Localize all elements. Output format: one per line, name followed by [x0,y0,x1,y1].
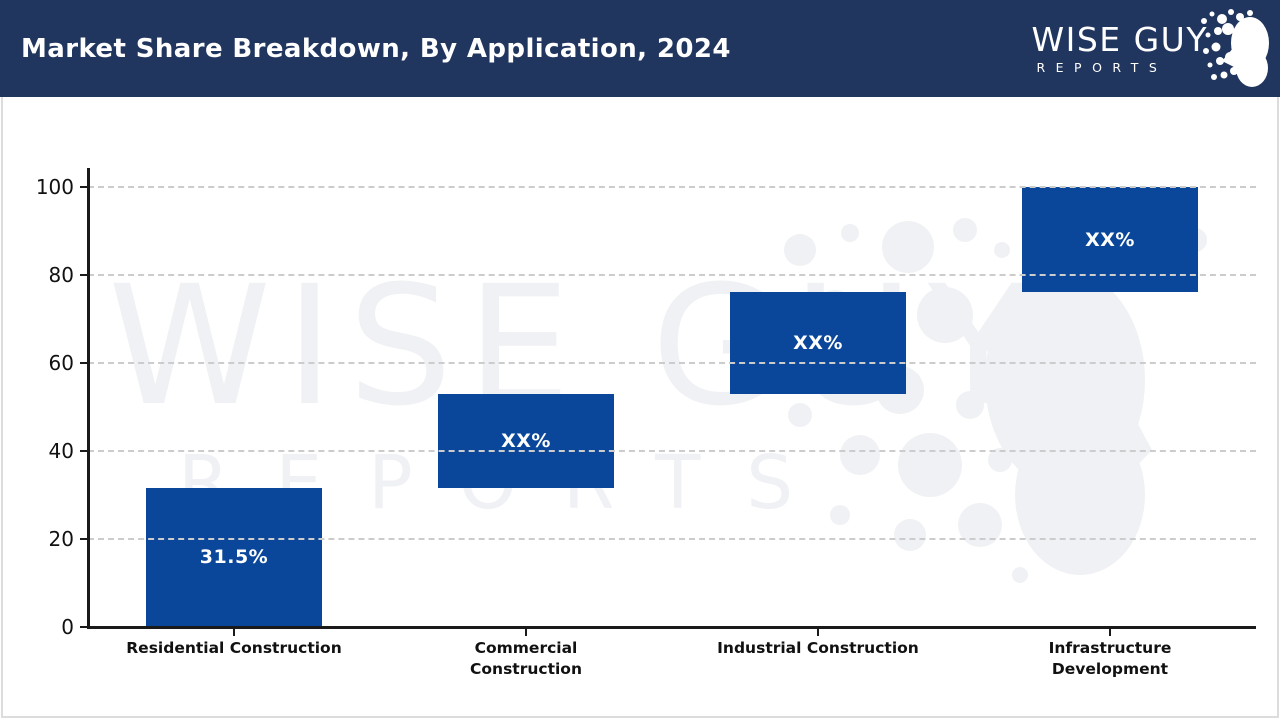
page-title: Market Share Breakdown, By Application, … [21,33,731,64]
x-category-label: Infrastructure Development [1048,639,1172,679]
y-tick-label: 100 [35,175,74,199]
bar-commercial-construction [438,393,614,489]
y-tick-label: 0 [61,614,74,639]
y-tick-label: 60 [48,350,74,375]
bar-value-label: 31.5% [199,546,269,569]
logo-text: WISE GUY REPORTS [1031,19,1208,76]
x-category-label: Residential Construction [126,639,342,657]
logo-reports: REPORTS [1036,60,1168,76]
bar-residential-construction [146,488,322,627]
y-axis-line [87,168,90,629]
x-category-label: Industrial Construction [717,639,919,657]
wise-guy-reports-logo: WISE GUY REPORTS [1031,7,1270,91]
logo-wordmark: WISE GUY [1031,19,1208,59]
x-category-label: Commercial Construction [470,639,582,679]
bar-value-label: XX% [501,429,551,452]
y-tick-label: 20 [48,526,74,551]
y-tick-label: 80 [48,262,74,287]
x-axis-line [87,626,1256,629]
bar-value-label: XX% [793,332,843,355]
y-tick-label: 40 [48,438,74,463]
logo-face-icon [1201,9,1269,87]
bar-value-label: XX% [1085,228,1135,251]
header-bar: Market Share Breakdown, By Application, … [0,0,1280,97]
